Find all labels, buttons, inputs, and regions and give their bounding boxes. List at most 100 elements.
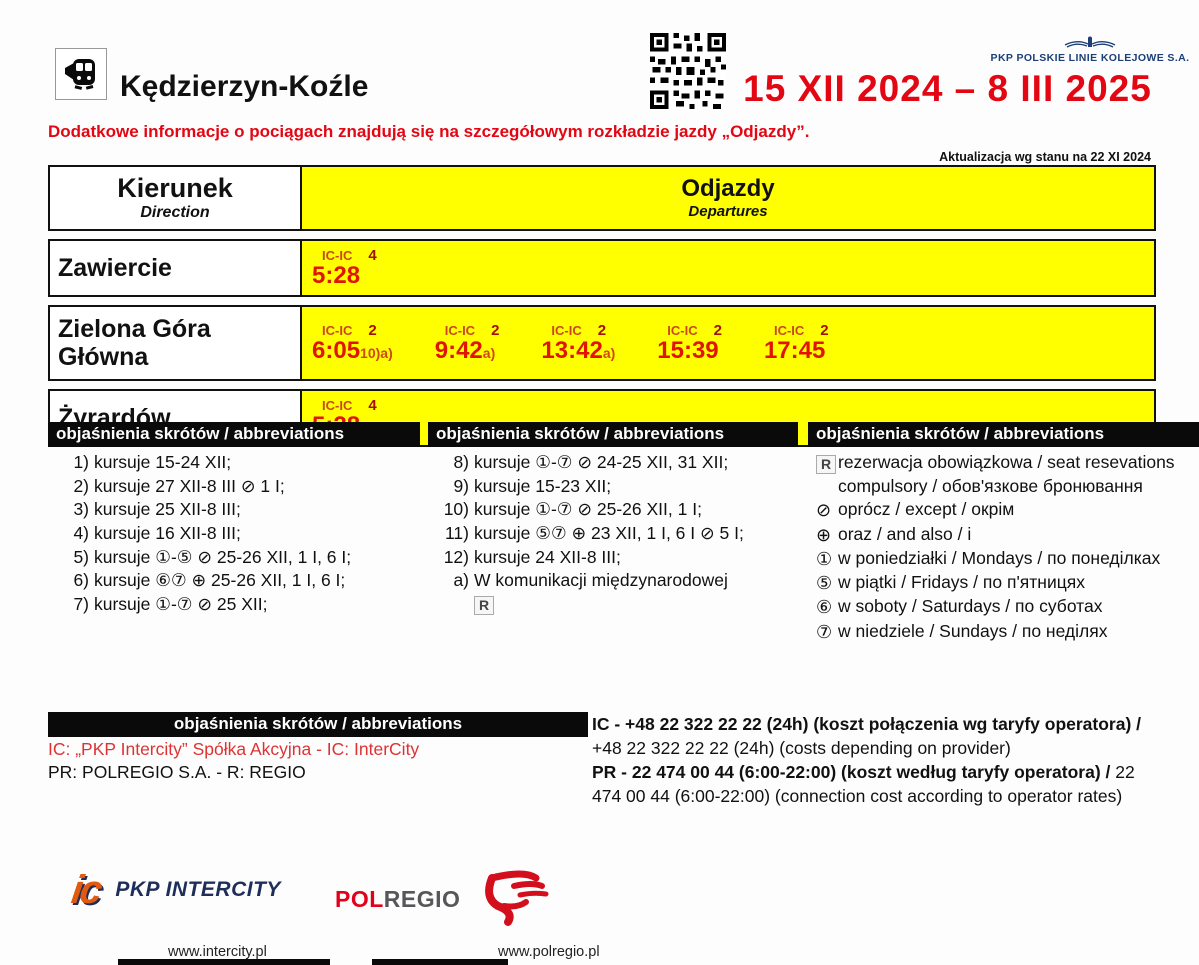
footnote-num: 9) [453, 475, 469, 496]
r-glyph: R [816, 455, 837, 474]
monday-icon: ① [816, 548, 833, 569]
polregio-bird-icon [485, 870, 549, 926]
polregio-logo: POLREGIO [335, 868, 549, 930]
footnote-text: kursuje ⑤⑦ ⊕ 23 XII, 1 I, 6 I ⊘ 5 I; [474, 522, 744, 543]
symbol-item: ⊕ oraz / and also / i [808, 523, 1199, 547]
footnote-sup: 2 [713, 322, 722, 339]
footnote-num: a) [453, 570, 469, 591]
symbol-text: oraz / and also / i [838, 523, 972, 544]
table-row-zawiercie: Zawiercie IC-IC 4 5:28 [48, 239, 1156, 297]
symbol-text: w piątki / Fridays / по п'ятницях [838, 572, 1085, 593]
footnote-num: 2) [73, 475, 89, 496]
footnote-text: kursuje 25 XII-8 III; [94, 499, 241, 520]
footnote-num: 6) [73, 570, 89, 591]
pkp-intercity-logo: ic PKP INTERCITY [68, 868, 281, 912]
direction-header-pl: Kierunek [117, 173, 233, 204]
plk-logo: PKP POLSKIE LINIE KOLEJOWE S.A. [985, 36, 1195, 64]
carriers-header: objaśnienia skrótów / abbreviations [48, 712, 588, 737]
update-date: Aktualizacja wg stanu na 22 XI 2024 [939, 150, 1151, 164]
departure-time: 17:45 [763, 337, 826, 364]
intercity-ic-icon: ic [68, 868, 103, 912]
footnote-num: 11) [445, 522, 469, 543]
carrier-label: IC-IC [444, 323, 476, 338]
carrier-label: IC-IC [322, 323, 353, 338]
reservation-icon: R [474, 595, 495, 615]
pr-phone-bold: PR - 22 474 00 44 (6:00-22:00) (koszt we… [592, 762, 1111, 783]
departures-header-en: Departures [688, 202, 768, 220]
contact-info: IC - +48 22 322 22 22 (24h) (koszt połąc… [592, 712, 1157, 809]
footnote-text: kursuje 27 XII-8 III ⊘ 1 I; [94, 475, 285, 496]
departure-note: a) [602, 345, 616, 361]
sunday-icon: ⑦ [816, 621, 833, 642]
symbol-text: w poniedziałki / Mondays / по понеділках [838, 547, 1161, 568]
footnote-text: kursuje 15-24 XII; [94, 452, 232, 472]
intercity-url[interactable]: www.intercity.pl [168, 944, 267, 960]
footnote-item: 5) kursuje ①-⑤ ⊘ 25-26 XII, 1 I, 6 I; [48, 546, 420, 570]
footnote-item: 2) kursuje 27 XII-8 III ⊘ 1 I; [48, 475, 420, 499]
direction-name: Zielona Góra Główna [58, 315, 211, 371]
intercity-wordmark: PKP INTERCITY [115, 878, 281, 901]
footnote-item: 11) kursuje ⑤⑦ ⊕ 23 XII, 1 I, 6 I ⊘ 5 I; [428, 522, 798, 546]
departures-header-pl: Odjazdy [681, 175, 775, 203]
footnote-sup: 4 [368, 397, 377, 414]
footnote-sup: 2 [491, 322, 500, 339]
symbol-item: ⊘ oprócz / except / окрім [808, 498, 1199, 522]
direction-header-en: Direction [140, 203, 210, 221]
footnote-sup: 2 [820, 322, 829, 339]
carriers-box: objaśnienia skrótów / abbreviations IC: … [48, 712, 588, 783]
footnote-num: 10) [443, 499, 469, 520]
carrier-label: IC-IC [667, 323, 698, 338]
direction-cell: Zawiercie [50, 241, 302, 295]
polregio-pol: POL [335, 885, 384, 912]
departure-entry: IC-IC 2 9:42a) [435, 323, 500, 363]
carrier-label: IC-IC [773, 323, 805, 338]
except-icon: ⊘ [816, 500, 832, 521]
departure-entry: IC-IC 2 17:45 [764, 323, 829, 363]
station-name: Kędzierzyn-Koźle [120, 70, 369, 103]
train-icon-svg [65, 59, 95, 90]
footnote-num: 12) [443, 546, 469, 567]
abbreviations-header: objaśnienia skrótów / abbreviations [48, 422, 420, 447]
plk-logo-text: PKP POLSKIE LINIE KOLEJOWE S.A. [990, 52, 1190, 64]
plk-wings-icon [1064, 36, 1116, 48]
reservation-icon: R [808, 451, 838, 498]
polregio-wordmark: POLREGIO [335, 886, 460, 913]
departures-cell: IC-IC 2 6:0510)a) IC-IC 2 9:42a) IC-IC 2 13… [302, 307, 1154, 379]
departure-entry: IC-IC 2 13:42a) [541, 323, 615, 363]
symbol-text: rezerwacja obowiązkowa / seat resevation… [838, 452, 1175, 496]
additional-info-notice: Dodatkowe informacje o pociągach znajduj… [48, 122, 810, 141]
departure-entry: IC-IC 2 15:39 [657, 323, 722, 363]
footnote-num: 8) [453, 452, 469, 472]
footnote-sup: 4 [368, 247, 377, 264]
departure-time: 5:28 [312, 262, 361, 289]
abbreviations-header: objaśnienia skrótów / abbreviations [808, 422, 1199, 447]
footnote-text: kursuje ①-⑦ ⊘ 25-26 XII, 1 I; [474, 499, 702, 520]
direction-cell: Zielona Góra Główna [50, 307, 302, 379]
departures-cell: IC-IC 4 5:28 [302, 241, 1154, 295]
friday-icon: ⑤ [816, 573, 833, 594]
carrier-label: IC-IC [551, 323, 582, 338]
departure-time: 13:42 [541, 337, 603, 364]
footnote-item: 4) kursuje 16 XII-8 III; [48, 522, 420, 546]
footnote-num: 1) [73, 452, 89, 472]
carrier-ic-line: IC: „PKP Intercity” Spółka Akcyjna - IC:… [48, 739, 420, 759]
abbreviations-header: objaśnienia skrótów / abbreviations [428, 422, 798, 447]
polregio-url[interactable]: www.polregio.pl [498, 944, 600, 960]
footnote-item: 3) kursuje 25 XII-8 III; [48, 498, 420, 522]
carrier-label: IC-IC [322, 248, 353, 263]
footnote-text: kursuje ①-⑤ ⊘ 25-26 XII, 1 I, 6 I; [94, 546, 352, 567]
abbreviations-column-1: objaśnienia skrótów / abbreviations 1) ku… [48, 422, 420, 616]
ic-phone-normal: +48 22 322 22 22 (24h) (costs depending … [592, 738, 1011, 759]
departure-note: 10)a) [360, 345, 393, 361]
footnote-text: kursuje ①-⑦ ⊘ 24-25 XII, 31 XII; [474, 452, 729, 472]
footnote-text: kursuje 16 XII-8 III; [94, 522, 241, 543]
footnote-item: 7) kursuje ①-⑦ ⊘ 25 XII; [48, 593, 420, 617]
departure-note: a) [482, 345, 496, 361]
departure-time: 15:39 [657, 337, 719, 364]
carrier-pr-line: PR: POLREGIO S.A. - R: REGIO [48, 762, 306, 782]
